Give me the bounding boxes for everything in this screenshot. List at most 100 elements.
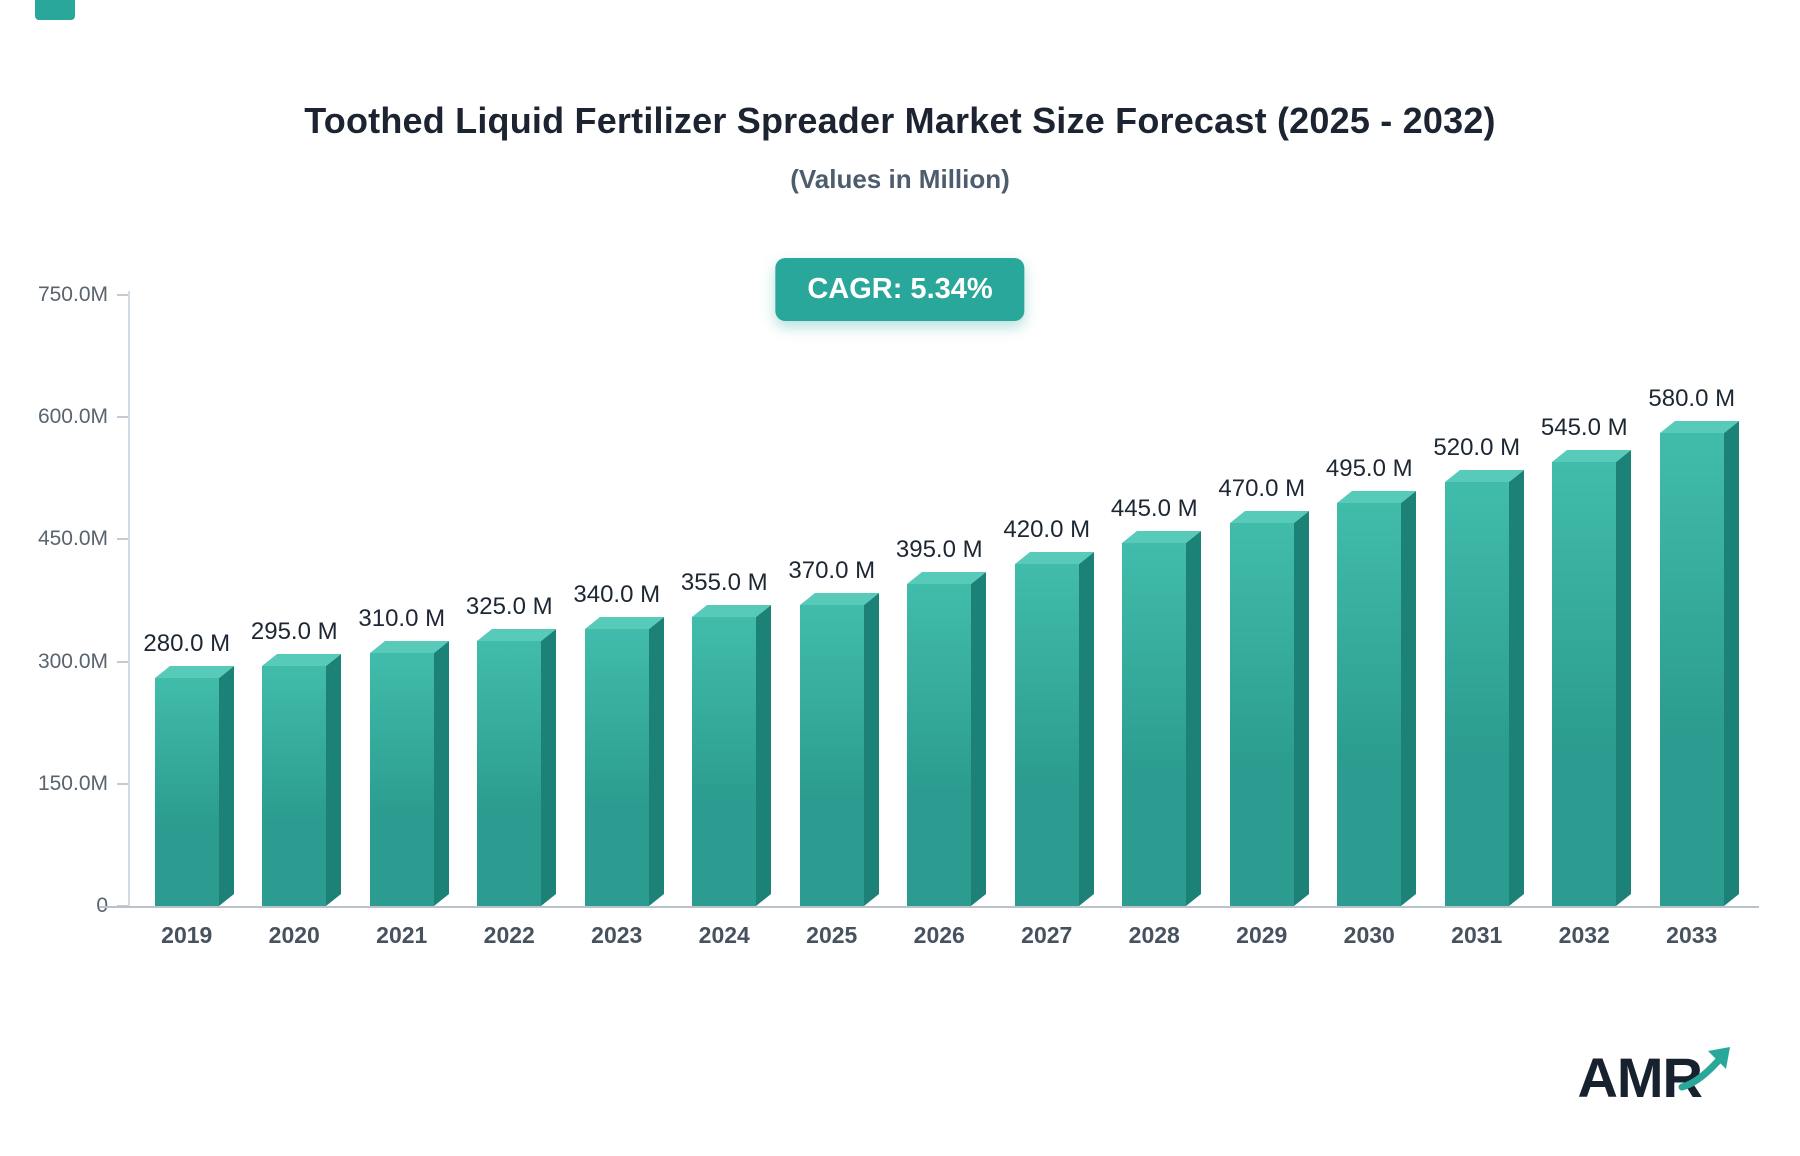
x-axis-label-2030: 2030 [1343,922,1395,948]
bar-side-face [1616,449,1632,906]
bar-side-face [648,616,664,906]
chart-title: Toothed Liquid Fertilizer Spreader Marke… [304,100,1496,141]
x-axis-label-2033: 2033 [1666,922,1718,948]
x-axis-line [99,906,1759,908]
bar-side-face [971,571,987,906]
bar-side-face [756,604,772,906]
bar-side-face [1401,490,1417,906]
bar-front-face [1444,482,1509,906]
x-axis-label-2019: 2019 [161,922,213,948]
bar-value-label: 520.0 M [1433,434,1521,461]
bar-slot: 325.0 M [456,295,564,906]
logo-arrow-icon [1678,1047,1730,1091]
logo-text: AMR [1577,1045,1703,1109]
bar-slot: 470.0 M [1208,295,1316,906]
bar-slot: 310.0 M [348,295,456,906]
bar-2030 [1337,490,1417,906]
bar-side-face [1293,510,1309,906]
y-tick-label: 600.0M [37,405,108,429]
bar-2020 [262,653,342,906]
x-axis-label-2032: 2032 [1558,922,1610,948]
bar-front-face [369,653,434,906]
y-tick-label: 300.0M [37,649,108,673]
x-axis-label-2028: 2028 [1128,922,1180,948]
x-axis-label-2020: 2020 [268,922,320,948]
bar-value-label: 395.0 M [895,536,983,563]
bar-front-face [154,678,219,906]
bar-side-face [1723,420,1739,906]
bar-side-face [326,653,342,906]
bar-front-face [1229,523,1294,906]
bar-front-face [1122,543,1187,906]
brand-logo: AMR [1577,1042,1740,1112]
bar-value-label: 370.0 M [788,557,876,584]
bar-value-label: 445.0 M [1110,495,1198,522]
bar-2021 [369,640,449,906]
bar-slot: 520.0 M [1423,295,1531,906]
corner-mark [35,0,75,20]
y-tick-label: 150.0M [37,771,108,795]
bar-2033 [1659,420,1739,906]
y-tick-mark [117,538,128,541]
bar-side-face [433,640,449,906]
bar-2029 [1229,510,1309,906]
bar-front-face [477,641,542,906]
bar-front-face [907,584,972,906]
x-axis: 2019 2020 2021 2022 2023 2024 2025 2026 2027 2028… [133,922,1746,949]
chart-subtitle: (Values in Million) [790,164,1010,194]
bar-2022 [477,628,557,906]
x-axis-label-2024: 2024 [698,922,750,948]
x-axis-label-2021: 2021 [376,922,428,948]
y-tick-label: 0 [0,893,108,919]
bar-2019 [154,665,234,906]
bar-front-face [1014,564,1079,906]
bar-2032 [1552,449,1632,906]
bar-slot: 355.0 M [671,295,779,906]
x-axis-label-2029: 2029 [1236,922,1288,948]
bar-value-label: 545.0 M [1540,414,1628,441]
bar-2027 [1014,551,1094,906]
bar-side-face [541,628,557,906]
bar-slot: 495.0 M [1316,295,1424,906]
bar-side-face [1186,530,1202,906]
bar-side-face [1508,469,1524,906]
bar-slot: 370.0 M [778,295,886,906]
x-axis-label-2022: 2022 [483,922,535,948]
cagr-badge: CAGR: 5.34% [775,258,1025,321]
bar-front-face [692,617,757,906]
bar-value-label: 280.0 M [143,630,231,657]
x-axis-label-2025: 2025 [806,922,858,948]
y-tick-label: 750.0M [37,283,108,306]
bar-slot: 545.0 M [1531,295,1639,906]
bar-side-face [218,665,234,906]
bar-side-face [1078,551,1094,906]
y-tick-label: 450.0M [37,527,108,551]
bar-2025 [799,592,879,906]
bar-front-face [262,666,327,906]
bar-value-label: 295.0 M [250,618,338,645]
x-axis-label-2031: 2031 [1451,922,1503,948]
bar-front-face [1552,462,1617,906]
bar-2031 [1444,469,1524,906]
bar-value-label: 325.0 M [465,593,553,620]
x-axis-label-2026: 2026 [913,922,965,948]
x-axis-label-2027: 2027 [1021,922,1073,948]
bar-front-face [799,605,864,906]
bar-slot: 420.0 M [993,295,1101,906]
bar-value-label: 310.0 M [358,605,446,632]
bar-slot: 395.0 M [886,295,994,906]
bar-side-face [863,592,879,906]
y-tick-mark [117,660,128,663]
bar-2028 [1122,530,1202,906]
bar-2026 [907,571,987,906]
y-axis-line [128,291,130,906]
bar-slot: 280.0 M [133,295,241,906]
bars-area: 280.0 M 295.0 M 310.0 M 325.0 M 340.0 M 355.0… [133,295,1746,906]
bar-2024 [692,604,772,906]
y-tick-mark [117,416,128,419]
bar-slot: 295.0 M [241,295,349,906]
y-tick-mark [117,782,128,785]
y-tick-mark [117,294,128,296]
bar-value-label: 580.0 M [1648,385,1736,412]
bar-front-face [1337,503,1402,906]
